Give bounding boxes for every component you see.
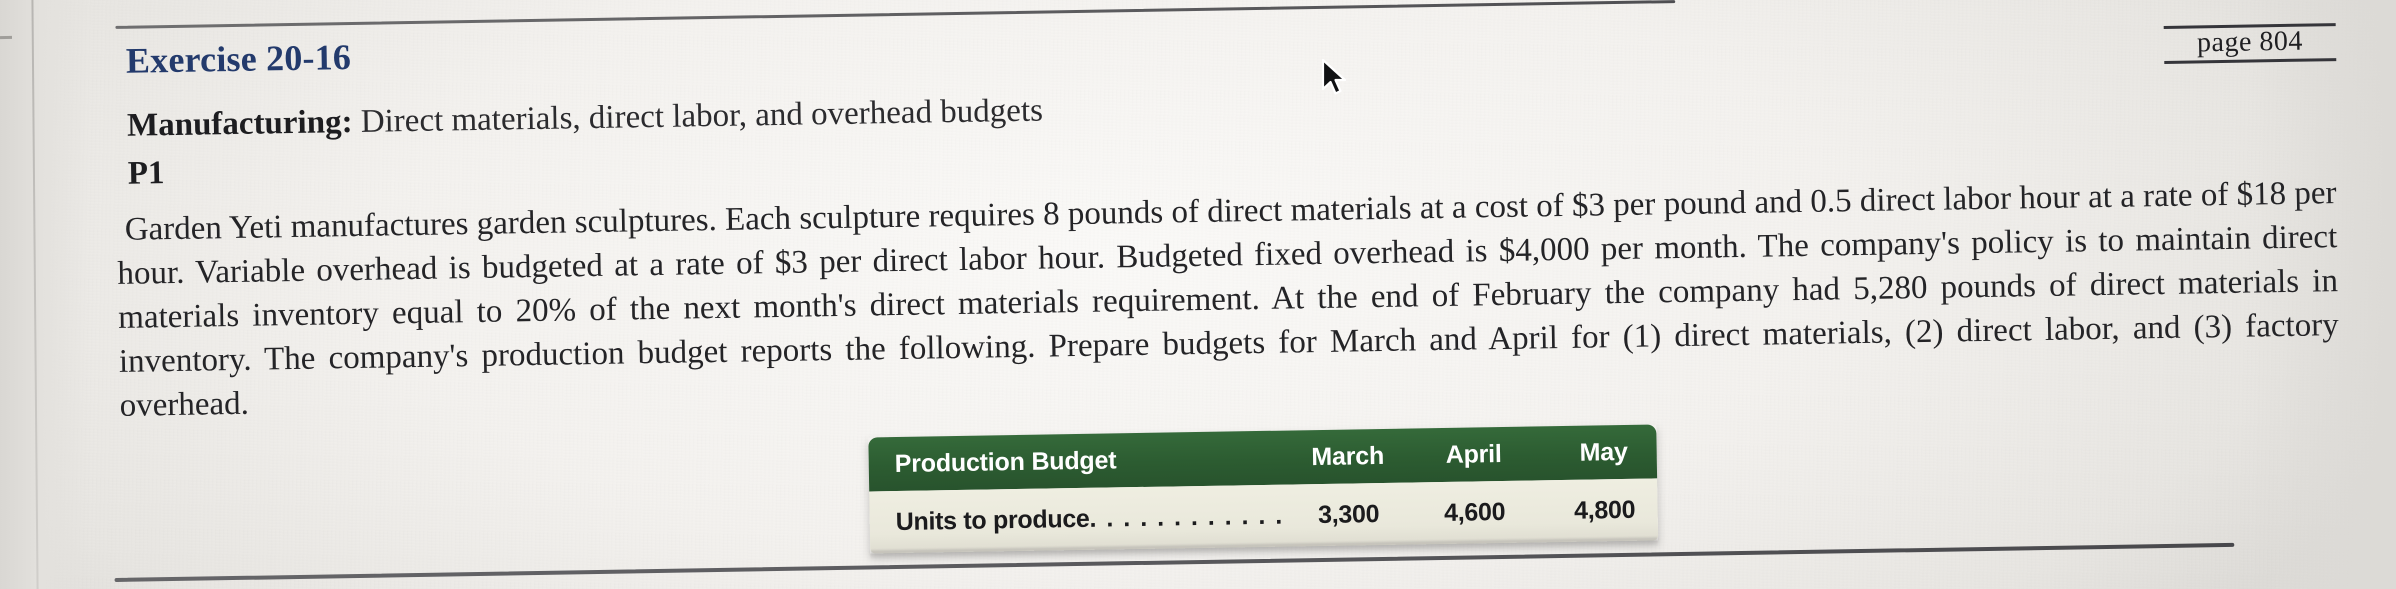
column-header-april: April bbox=[1445, 439, 1502, 469]
row-label-text: Units to produce bbox=[895, 504, 1090, 536]
subtitle-lead-in: Manufacturing: bbox=[126, 103, 353, 144]
leader-dots: . . . . . . . . . . . . . . . . bbox=[1089, 501, 1286, 533]
cell-units-april: 4,600 bbox=[1443, 497, 1506, 527]
exercise-subtitle: Manufacturing: Direct materials, direct … bbox=[127, 93, 1043, 145]
page-left-shadow bbox=[0, 0, 90, 589]
page-marker-rule-bottom bbox=[2164, 58, 2337, 64]
mouse-pointer-icon bbox=[1320, 58, 1350, 100]
row-label-units-to-produce: Units to produce. . . . . . . . . . . . … bbox=[869, 501, 1285, 537]
table-title-cell: Production Budget bbox=[894, 445, 1117, 478]
exercise-body-paragraph: Garden Yeti manufactures garden sculptur… bbox=[117, 175, 2339, 424]
learning-objective-label: P1 bbox=[127, 155, 165, 192]
page-marker-label: page 804 bbox=[2196, 25, 2304, 59]
page-number-marker: page 804 bbox=[2163, 23, 2337, 64]
production-budget-table: Production Budget March April May Units … bbox=[868, 424, 1659, 554]
subtitle-description: Direct materials, direct labor, and over… bbox=[352, 92, 1044, 140]
column-header-may: May bbox=[1579, 437, 1628, 467]
cell-units-may: 4,800 bbox=[1573, 495, 1636, 525]
page-right-shadow bbox=[2246, 0, 2396, 589]
cell-units-march: 3,300 bbox=[1317, 499, 1380, 529]
exercise-title: Exercise 20-16 bbox=[125, 37, 352, 81]
column-header-march: March bbox=[1311, 441, 1385, 471]
